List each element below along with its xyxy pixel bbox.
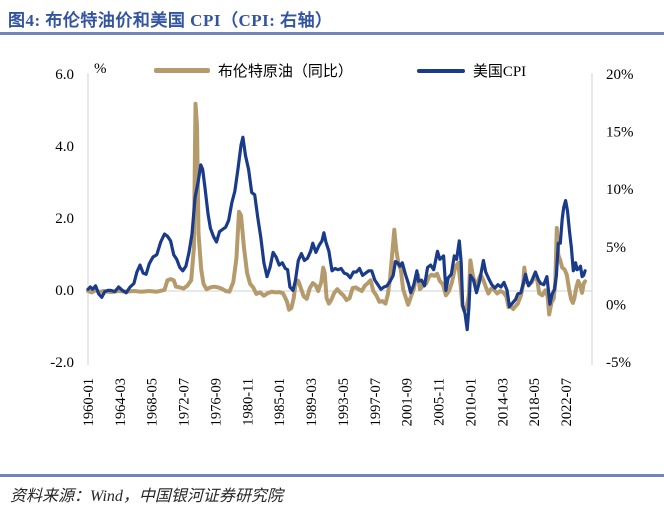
left-axis-tick-label: 2.0 (55, 211, 74, 227)
brent-line-swatch-icon (153, 68, 210, 73)
x-axis-tick-label: 1980-11 (240, 378, 256, 426)
x-axis-tick-label: 1985-01 (272, 378, 288, 426)
legend-label-cpi: 美国CPI (472, 64, 527, 80)
legend-item-brent: 布伦特原油（同比） (153, 60, 353, 81)
legend-item-cpi: 美国CPI (416, 60, 527, 81)
left-axis-tick-label: 4.0 (55, 139, 74, 155)
chart-legend: 布伦特原油（同比） 美国CPI (88, 60, 592, 81)
x-axis-tick-label: 2022-07 (559, 378, 575, 426)
x-axis-tick-label: 2005-11 (432, 378, 448, 426)
x-axis-tick-label: 1960-01 (81, 378, 97, 426)
right-axis-tick-label: 0% (606, 297, 626, 313)
cpi-series-line (86, 135, 587, 332)
x-axis-tick-label: 2014-03 (495, 378, 511, 426)
x-axis-tick-label: 1964-03 (113, 378, 129, 426)
x-axis-tick-label: 2018-05 (527, 378, 543, 426)
right-axis-tick-label: 15% (606, 125, 634, 141)
left-axis-tick-label: 6.0 (55, 67, 74, 83)
x-axis-tick-label: 2001-09 (400, 378, 416, 426)
right-axis-tick-label: 20% (606, 67, 634, 83)
legend-label-brent: 布伦特原油（同比） (217, 64, 353, 80)
left-axis-unit-label: % (94, 61, 107, 77)
x-axis-tick-label: 1993-05 (336, 378, 352, 426)
x-axis-tick-label: 1997-07 (368, 378, 384, 426)
figure-title: 图4: 布伦特油价和美国 CPI（CPI: 右轴） (8, 11, 333, 30)
x-axis-tick-label: 1989-03 (304, 378, 320, 426)
x-axis-tick-label: 1968-05 (145, 378, 161, 426)
left-axis-tick-label: 0.0 (55, 283, 74, 299)
right-axis-tick-label: 5% (606, 240, 626, 256)
left-axis-tick-label: -2.0 (50, 355, 74, 371)
source-note: 资料来源：Wind，中国银河证券研究院 (10, 488, 283, 505)
x-axis-tick-label: 1972-07 (177, 378, 193, 426)
brent-series-line (86, 101, 588, 317)
x-axis-tick-label: 2010-01 (463, 378, 479, 426)
right-axis-tick-label: -5% (606, 355, 631, 371)
right-axis-tick-label: 10% (606, 182, 634, 198)
bottom-divider-rule (0, 474, 664, 477)
cpi-line-swatch-icon (416, 68, 465, 73)
top-divider-rule (0, 32, 664, 35)
x-axis-tick-label: 1976-09 (208, 378, 224, 426)
